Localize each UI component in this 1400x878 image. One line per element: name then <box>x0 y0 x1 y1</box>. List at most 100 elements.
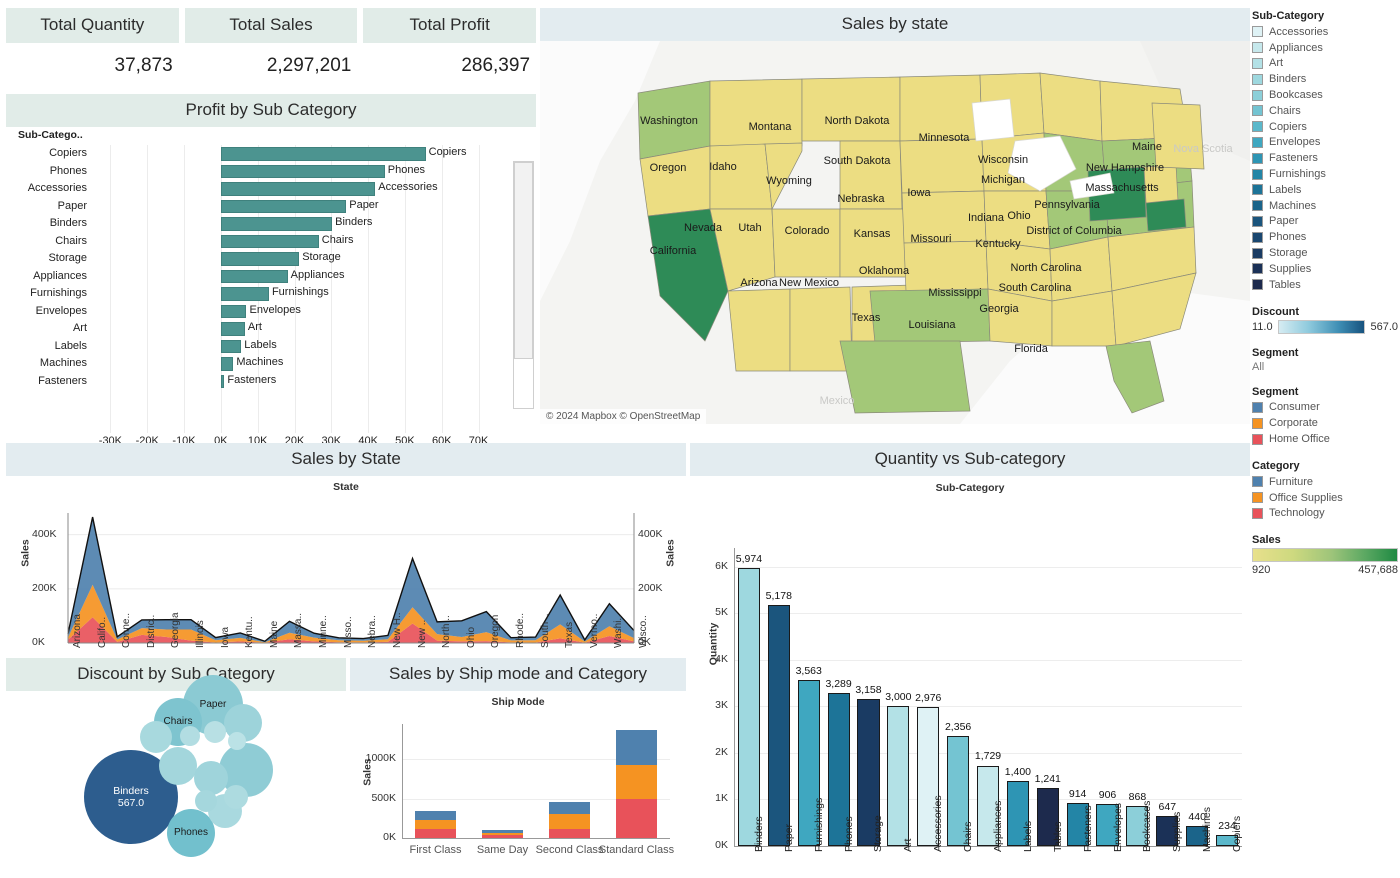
discount-bubble[interactable] <box>194 761 228 795</box>
kpi-total-profit[interactable]: Total Profit 286,397 <box>363 8 537 92</box>
ship-bar-segment[interactable] <box>481 832 524 835</box>
profit-bar[interactable] <box>220 357 234 371</box>
segment-filter[interactable]: Segment All <box>1252 347 1398 373</box>
qvs-bar[interactable] <box>1126 805 1149 846</box>
qvs-chart-body[interactable]: Quantity 0K 1K 2K 3K 4K 5K 6K 5,974 Binders 5,178… <box>690 498 1250 878</box>
sbs-x-tick[interactable]: Califo.. <box>96 616 108 648</box>
profit-category-label[interactable]: Envelopes <box>35 304 87 317</box>
profit-bar[interactable] <box>220 374 225 388</box>
legend-item-subcategory[interactable]: Storage <box>1252 245 1398 261</box>
sbs-x-tick[interactable]: South .. <box>539 613 551 648</box>
legend-item-subcategory[interactable]: Appliances <box>1252 40 1398 56</box>
legend-item-category[interactable]: Office Supplies <box>1252 490 1398 506</box>
discount-bubble[interactable] <box>159 747 197 785</box>
sbs-x-tick[interactable]: Wisco.. <box>638 615 649 648</box>
legend-item-subcategory[interactable]: Art <box>1252 56 1398 72</box>
legend-item-category[interactable]: Technology <box>1252 506 1398 522</box>
qvs-bar[interactable] <box>1036 788 1059 846</box>
discount-bubble[interactable] <box>195 790 217 812</box>
ship-bar-segment[interactable] <box>548 828 591 838</box>
profit-bar[interactable] <box>220 217 333 231</box>
qvs-bar[interactable] <box>827 692 850 846</box>
profit-bar-row[interactable]: Paper <box>92 198 497 216</box>
legend-item-subcategory[interactable]: Accessories <box>1252 24 1398 40</box>
sbs-x-tick[interactable]: Minne.. <box>318 615 330 648</box>
ship-bar-segment[interactable] <box>615 764 658 799</box>
profit-scrollbar[interactable] <box>513 161 534 409</box>
legend-item-subcategory[interactable]: Bookcases <box>1252 87 1398 103</box>
legend-item-subcategory[interactable]: Copiers <box>1252 119 1398 135</box>
profit-bar[interactable] <box>220 287 269 301</box>
profit-bar-row[interactable]: Fasteners <box>92 373 497 391</box>
qvs-bar[interactable] <box>1216 835 1239 846</box>
qvs-x-tick[interactable]: Furnishings <box>812 797 825 852</box>
profit-bar-row[interactable]: Labels <box>92 338 497 356</box>
qvs-x-tick[interactable]: Phones <box>842 816 855 852</box>
qvs-x-tick[interactable]: Bookcases <box>1141 800 1154 852</box>
profit-bar[interactable] <box>220 252 300 266</box>
bubble-canvas[interactable]: Binders 567.0 Paper Chairs Phones <box>6 675 346 861</box>
discount-bubble[interactable] <box>224 785 248 809</box>
qvs-x-tick[interactable]: Paper <box>782 823 795 852</box>
profit-category-label[interactable]: Binders <box>49 217 87 229</box>
profit-bar[interactable] <box>220 182 376 196</box>
discount-bubble[interactable] <box>140 721 172 753</box>
qvs-x-tick[interactable]: Storage <box>872 815 885 852</box>
profit-bar-row[interactable]: Machines <box>92 355 497 373</box>
qvs-bar[interactable] <box>1186 825 1209 846</box>
profit-bar[interactable] <box>220 234 319 248</box>
ship-x-tick[interactable]: Standard Class <box>598 844 675 856</box>
profit-bar-row[interactable]: Accessories <box>92 180 497 198</box>
profit-bar[interactable] <box>220 164 385 178</box>
qvs-x-tick[interactable]: Art <box>902 838 915 852</box>
profit-bar-row[interactable]: Chairs <box>92 233 497 251</box>
sbs-x-tick[interactable]: Georgia <box>170 612 182 648</box>
qvs-bar[interactable] <box>767 604 790 846</box>
qvs-x-tick[interactable]: Binders <box>752 816 765 852</box>
qvs-bar[interactable] <box>1066 803 1089 846</box>
profit-bar-row[interactable]: Furnishings <box>92 285 497 303</box>
qvs-x-tick[interactable]: Labels <box>1021 821 1034 852</box>
legend-item-segment[interactable]: Consumer <box>1252 400 1398 416</box>
qvs-x-tick[interactable]: Supplies <box>1171 811 1184 852</box>
profit-bar-row[interactable]: Storage <box>92 250 497 268</box>
qvs-x-tick[interactable]: Envelopes <box>1111 802 1124 852</box>
kpi-total-quantity[interactable]: Total Quantity 37,873 <box>6 8 179 92</box>
qvs-x-tick[interactable]: Machines <box>1201 807 1214 852</box>
qvs-bar[interactable] <box>1006 780 1029 846</box>
sbs-x-tick[interactable]: Iowa <box>219 626 231 648</box>
ship-x-tick[interactable]: First Class <box>409 844 462 856</box>
map-attribution[interactable]: © 2024 Mapbox © OpenStreetMap <box>540 409 707 424</box>
legend-item-subcategory[interactable]: Furnishings <box>1252 166 1398 182</box>
qvs-bar[interactable] <box>1096 803 1119 846</box>
sbs-x-tick[interactable]: Washi.. <box>613 615 625 648</box>
sbs-x-tick[interactable]: North .. <box>441 615 453 648</box>
sbs-x-tick[interactable]: Massa.. <box>293 612 305 648</box>
legend-item-subcategory[interactable]: Envelopes <box>1252 135 1398 151</box>
profit-category-label[interactable]: Copiers <box>49 147 87 159</box>
profit-category-label[interactable]: Furnishings <box>30 287 87 299</box>
qvs-x-tick[interactable]: Accessories <box>932 795 945 852</box>
ship-x-tick[interactable]: Second Class <box>535 844 604 856</box>
legend-item-subcategory[interactable]: Fasteners <box>1252 150 1398 166</box>
ship-bar-segment[interactable] <box>414 810 457 820</box>
sbs-x-tick[interactable]: Kentu.. <box>244 616 256 648</box>
profit-bar[interactable] <box>220 339 242 353</box>
ship-bar-segment[interactable] <box>414 819 457 829</box>
sbs-chart-body[interactable]: Sales Sales 0K 0K 200K 200K 400K 400K Arizona C… <box>6 495 686 663</box>
profit-category-label[interactable]: Chairs <box>55 234 87 247</box>
legend-subcategory-items[interactable]: Accessories Appliances Art Binders Bookcases… <box>1252 24 1398 293</box>
legend-item-category[interactable]: Furniture <box>1252 474 1398 490</box>
segment-filter-value[interactable]: All <box>1252 360 1265 373</box>
sbs-x-tick[interactable]: New .. <box>416 619 428 648</box>
ship-bar-segment[interactable] <box>481 830 524 833</box>
qvs-bar[interactable] <box>947 736 970 846</box>
profit-bar[interactable] <box>220 199 347 213</box>
profit-category-label[interactable]: Paper <box>57 199 87 212</box>
profit-category-label[interactable]: Machines <box>39 357 87 369</box>
sbs-x-tick[interactable]: Nebra.. <box>367 615 379 648</box>
discount-bubble[interactable] <box>204 721 226 743</box>
legend-item-subcategory[interactable]: Paper <box>1252 214 1398 230</box>
profit-bar-row[interactable]: Phones <box>92 163 497 181</box>
sbs-x-tick[interactable]: Ohio <box>465 626 477 648</box>
